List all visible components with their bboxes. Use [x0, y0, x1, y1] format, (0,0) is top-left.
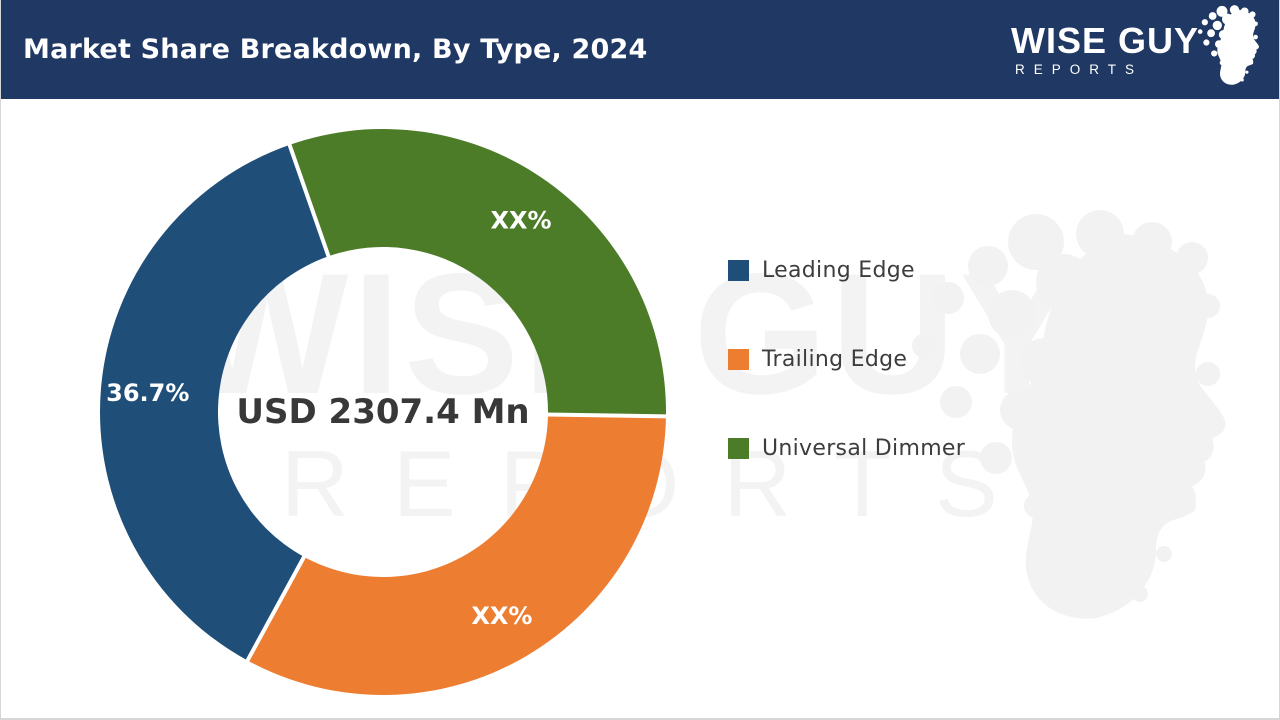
chart-center-value: USD 2307.4 Mn	[236, 392, 530, 432]
brand-logo: WISE GUY REPORTS	[1010, 4, 1261, 91]
segment-label: XX%	[471, 602, 532, 630]
chart-legend: Leading Edge Trailing Edge Universal Dim…	[728, 256, 965, 523]
legend-swatch-orange	[728, 348, 749, 370]
legend-item-universal-dimmer: Universal Dimmer	[728, 434, 965, 462]
legend-item-trailing-edge: Trailing Edge	[728, 345, 965, 373]
donut-segment-universal-dimmer	[289, 129, 666, 417]
legend-swatch-blue	[728, 259, 749, 281]
watermark-face-icon	[912, 210, 1226, 619]
legend-swatch-green	[728, 437, 749, 459]
segment-label: 36.7%	[106, 379, 189, 407]
legend-label: Universal Dimmer	[762, 435, 966, 461]
donut-chart: 36.7% XX% XX%	[83, 112, 683, 712]
header-bar: Market Share Breakdown, By Type, 2024 WI…	[1, 0, 1279, 99]
segment-separator	[287, 143, 331, 258]
brand-name: WISE GUY	[1010, 19, 1199, 61]
legend-label: Trailing Edge	[762, 346, 908, 372]
segment-separator	[245, 555, 307, 663]
legend-item-leading-edge: Leading Edge	[728, 256, 965, 284]
logo-face-icon	[1197, 4, 1259, 85]
brand-logo-text: WISE GUY REPORTS	[1010, 19, 1199, 77]
legend-label: Leading Edge	[762, 257, 915, 283]
page-title: Market Share Breakdown, By Type, 2024	[23, 34, 648, 65]
segment-label: XX%	[491, 207, 552, 235]
segment-separator	[546, 412, 667, 419]
donut-segment-trailing-edge	[247, 414, 666, 695]
donut-segment-leading-edge	[100, 144, 329, 661]
brand-subtitle: REPORTS	[1014, 61, 1143, 77]
